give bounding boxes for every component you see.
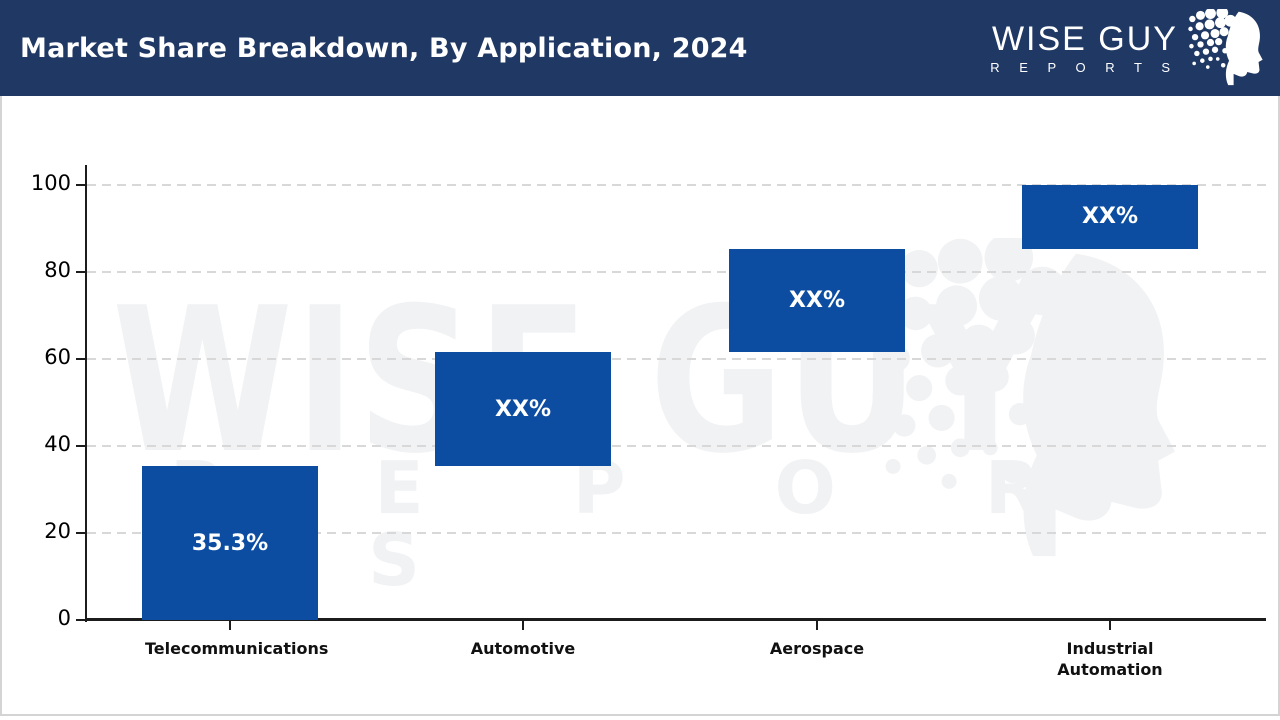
y-tick-label: 80 xyxy=(44,258,71,282)
gridline-40 xyxy=(87,445,1266,447)
y-tick-label: 100 xyxy=(30,171,71,195)
bar-value-label: XX% xyxy=(1082,204,1138,230)
y-tick-label: 0 xyxy=(57,606,71,630)
x-tick-mark xyxy=(229,621,231,630)
y-tick-label: 40 xyxy=(44,432,71,456)
bar-aerospace: XX% xyxy=(729,248,905,353)
y-tick-mark xyxy=(76,184,85,186)
x-tick-mark xyxy=(522,621,524,630)
logo-subtext: R E P O R T S xyxy=(990,60,1178,75)
y-tick-mark xyxy=(76,445,85,447)
y-tick-mark xyxy=(76,271,85,273)
gridline-20 xyxy=(87,532,1266,534)
bar-value-label: XX% xyxy=(495,396,551,422)
x-axis-label-industrial-automation: Industrial Automation xyxy=(1057,639,1163,680)
header-bar: Market Share Breakdown, By Application, … xyxy=(0,0,1280,96)
y-tick-mark xyxy=(76,619,85,621)
bar-value-label: XX% xyxy=(789,287,845,313)
bar-telecommunications: 35.3% xyxy=(142,466,318,620)
x-axis-label-telecommunications: Telecommunications xyxy=(145,639,329,658)
y-tick-label: 20 xyxy=(44,519,71,543)
x-axis-label-aerospace: Aerospace xyxy=(769,639,865,658)
y-tick-label: 60 xyxy=(44,345,71,369)
bar-industrial-automation: XX% xyxy=(1022,185,1198,249)
chart-title: Market Share Breakdown, By Application, … xyxy=(20,32,748,64)
logo-wordmark: WISE GUY xyxy=(991,20,1178,58)
wiseguy-logo: WISE GUY R E P O R T S xyxy=(990,9,1266,87)
y-tick-mark xyxy=(76,532,85,534)
y-axis-line xyxy=(85,165,87,622)
x-tick-mark xyxy=(1109,621,1111,630)
bar-automotive: XX% xyxy=(435,352,611,467)
gridline-100 xyxy=(87,184,1266,186)
x-axis-label-automotive: Automotive xyxy=(470,639,576,658)
x-axis-line xyxy=(85,618,1266,621)
gridline-60 xyxy=(87,358,1266,360)
bar-value-label: 35.3% xyxy=(191,530,269,556)
y-tick-mark xyxy=(76,358,85,360)
x-tick-mark xyxy=(816,621,818,630)
gridline-80 xyxy=(87,271,1266,273)
